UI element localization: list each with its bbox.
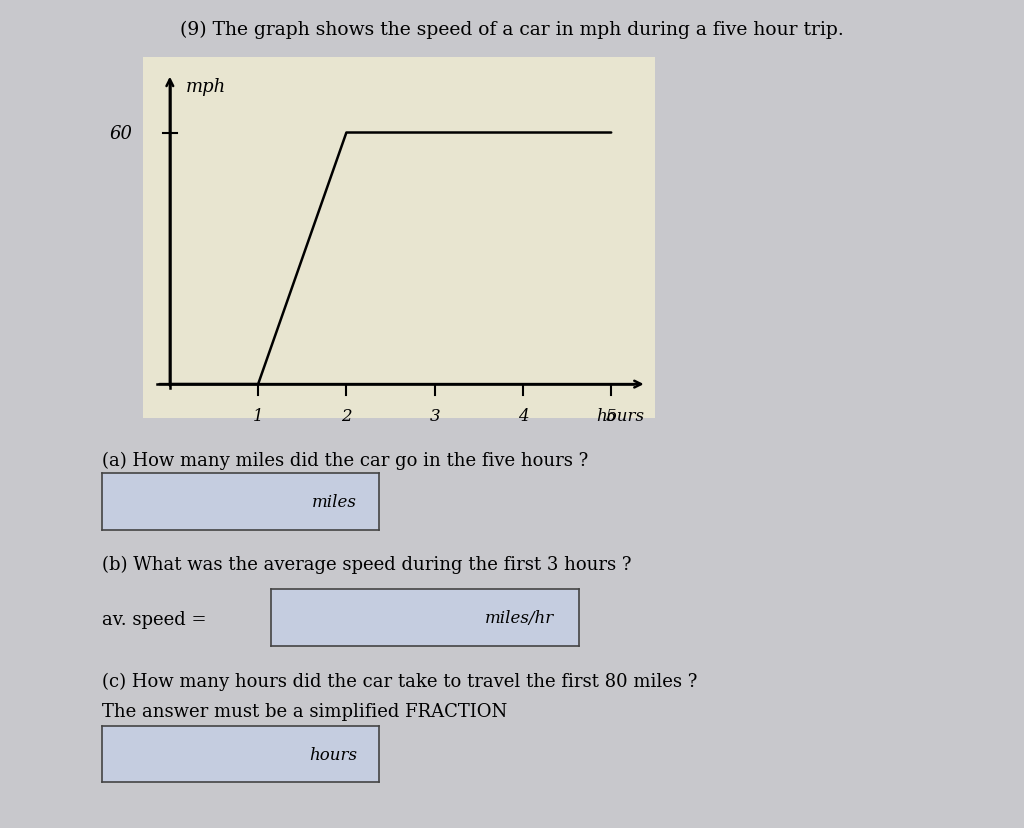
Text: 1: 1 bbox=[253, 407, 263, 425]
Text: hours: hours bbox=[309, 746, 356, 763]
Text: (a) How many miles did the car go in the five hours ?: (a) How many miles did the car go in the… bbox=[102, 451, 589, 469]
Text: mph: mph bbox=[185, 79, 226, 96]
Text: miles/hr: miles/hr bbox=[484, 609, 554, 626]
Text: 2: 2 bbox=[341, 407, 351, 425]
Text: hours: hours bbox=[596, 407, 644, 425]
Text: 3: 3 bbox=[429, 407, 440, 425]
Text: 5: 5 bbox=[606, 407, 616, 425]
Text: miles: miles bbox=[312, 493, 356, 510]
Text: av. speed =: av. speed = bbox=[102, 610, 207, 628]
Text: (c) How many hours did the car take to travel the first 80 miles ?: (c) How many hours did the car take to t… bbox=[102, 672, 697, 691]
Text: (b) What was the average speed during the first 3 hours ?: (b) What was the average speed during th… bbox=[102, 555, 632, 573]
Text: 60: 60 bbox=[110, 124, 133, 142]
Text: (9) The graph shows the speed of a car in mph during a five hour trip.: (9) The graph shows the speed of a car i… bbox=[180, 21, 844, 39]
Text: 4: 4 bbox=[518, 407, 528, 425]
Text: The answer must be a simplified FRACTION: The answer must be a simplified FRACTION bbox=[102, 702, 508, 720]
